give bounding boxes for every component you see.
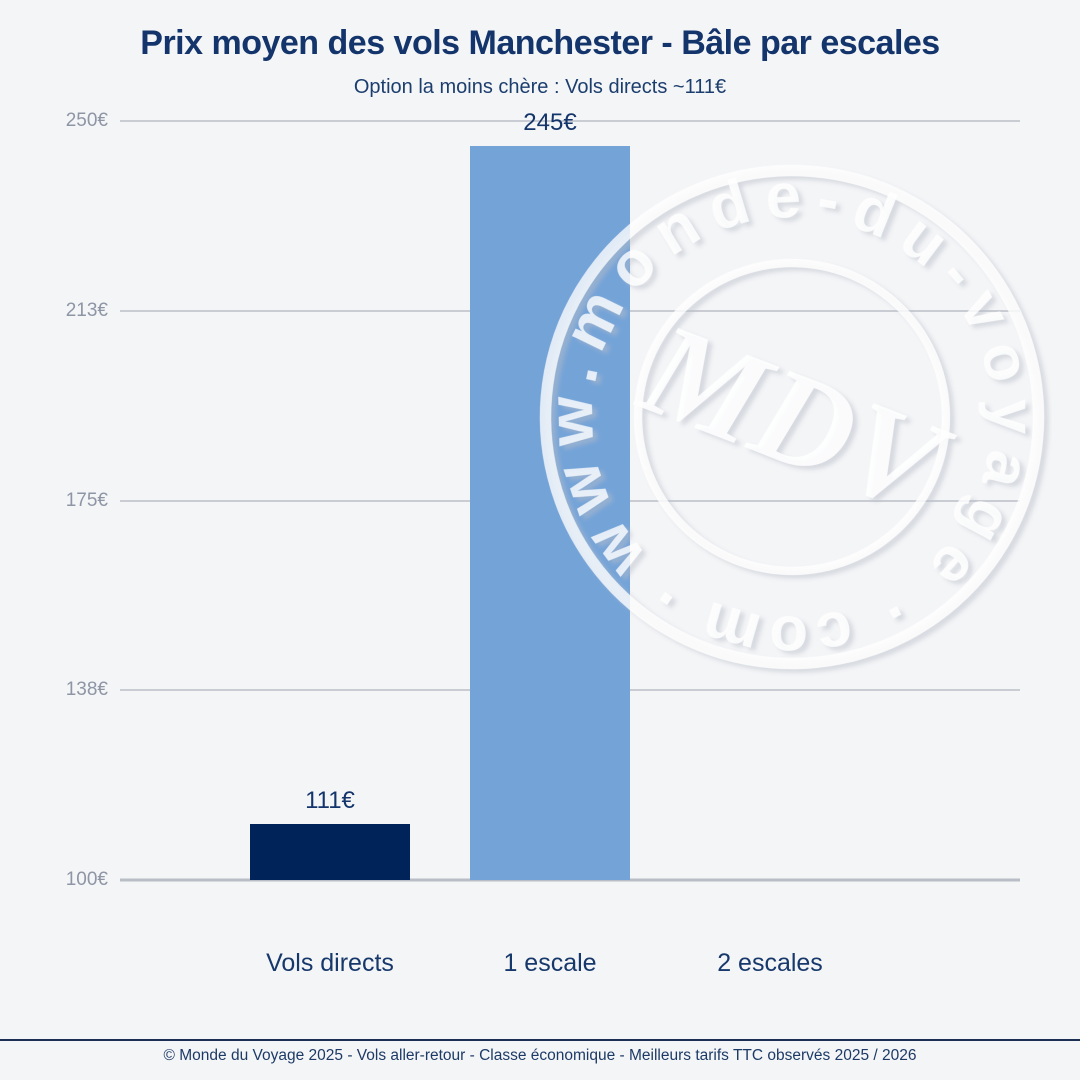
bar	[250, 824, 410, 880]
bar	[470, 146, 630, 880]
y-tick-label: 250€	[65, 110, 108, 131]
bar-value-label: 245€	[523, 109, 577, 137]
y-tick-label: 175€	[65, 489, 108, 511]
y-tick-label: 100€	[65, 869, 108, 890]
chart-title: Prix moyen des vols Manchester - Bâle pa…	[140, 24, 940, 62]
x-category-label: 2 escales	[717, 949, 823, 977]
x-category-label: Vols directs	[266, 949, 394, 977]
footer-credit: © Monde du Voyage 2025 - Vols aller-reto…	[163, 1047, 917, 1064]
y-tick-label: 138€	[65, 679, 108, 701]
chart-subtitle: Option la moins chère : Vols directs ~11…	[353, 76, 727, 98]
footer-divider	[0, 1039, 1080, 1041]
gridline	[120, 120, 1020, 122]
y-tick-label: 213€	[65, 299, 108, 321]
gridline	[120, 878, 1020, 882]
bar-value-label: 111€	[305, 787, 355, 815]
plot-area: 111€ 245€	[120, 109, 1020, 882]
x-category-label: 1 escale	[503, 949, 597, 977]
